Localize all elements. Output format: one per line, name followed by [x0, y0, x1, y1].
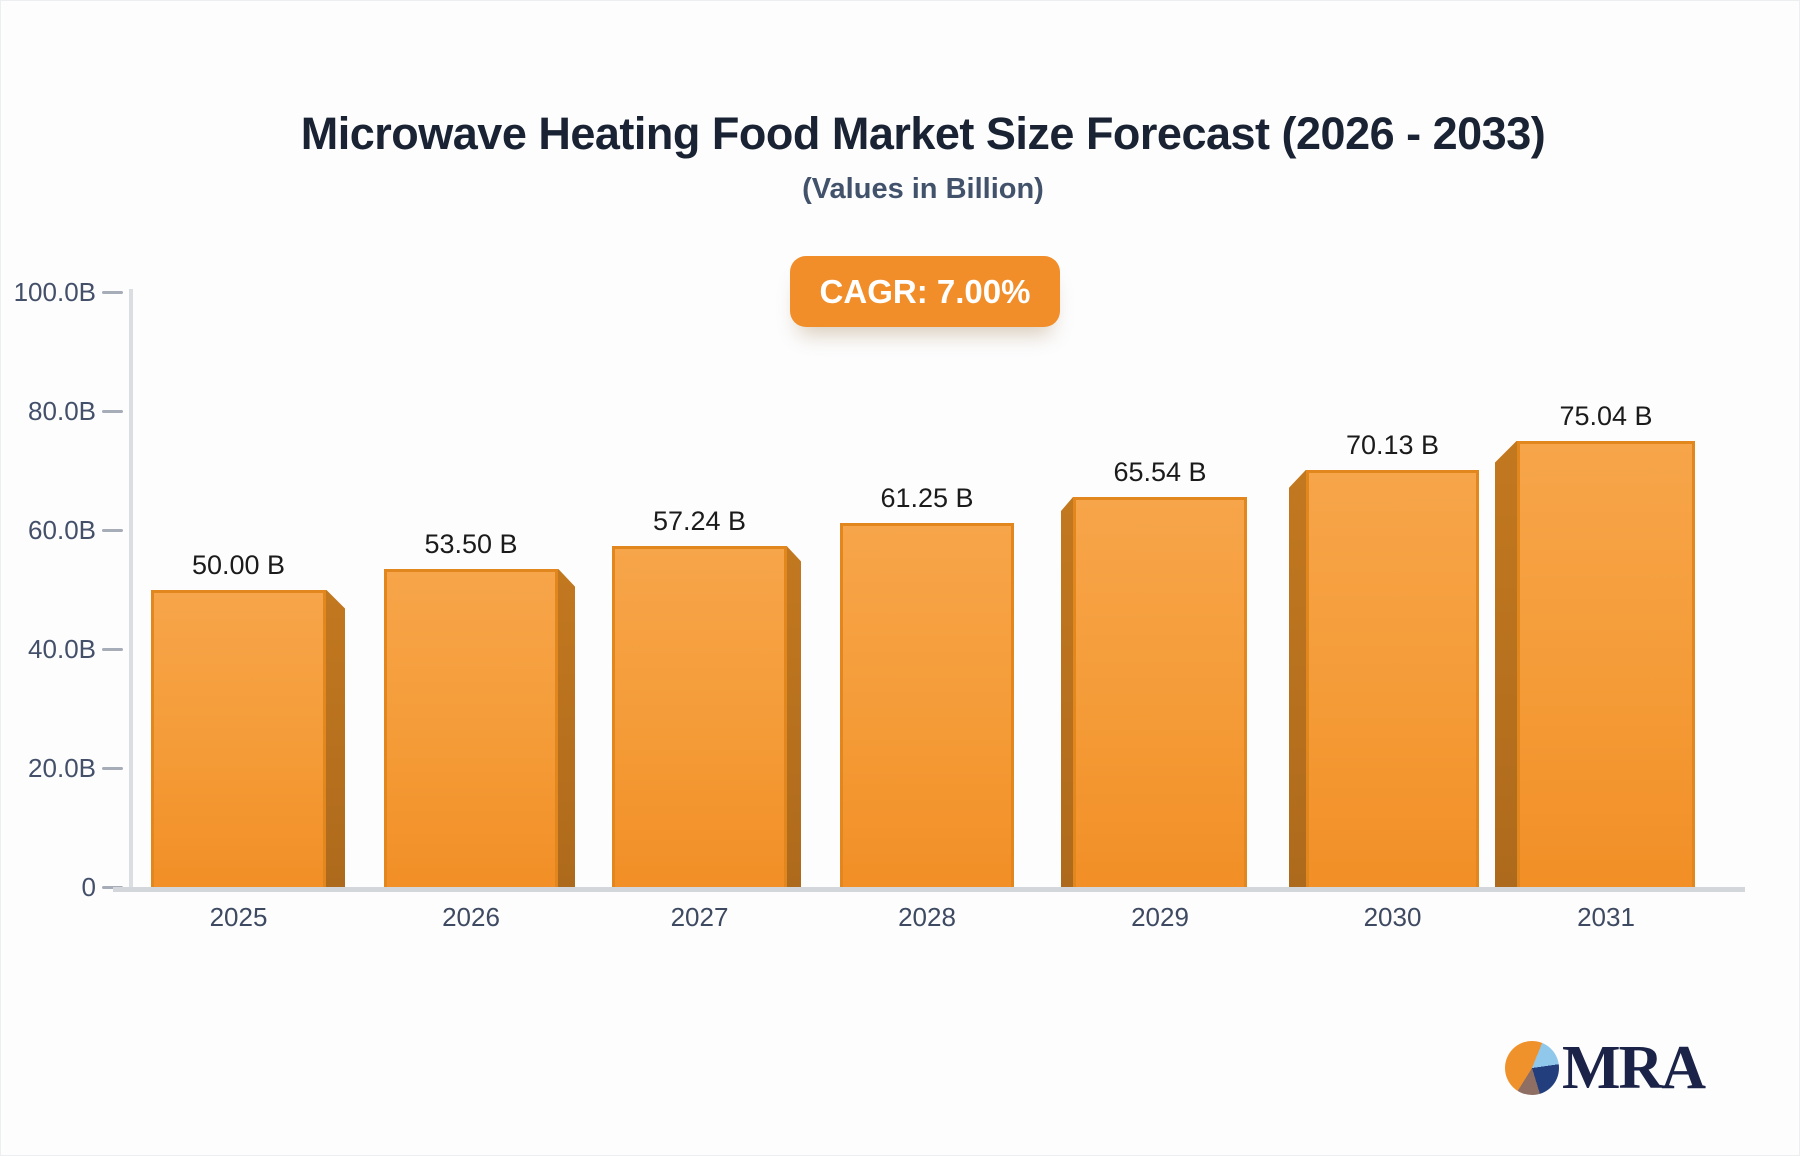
brand-logo: MRA	[1505, 1034, 1706, 1102]
bar[interactable]	[612, 546, 787, 887]
bar-3d-side	[1289, 469, 1306, 887]
y-axis-tick-label: 20.0B	[28, 753, 96, 783]
y-axis-line	[129, 289, 133, 889]
x-axis-category-label: 2027	[670, 902, 729, 932]
x-axis-category-label: 2031	[1577, 902, 1635, 932]
x-axis-baseline	[113, 887, 1745, 892]
x-axis-category-label: 2029	[1131, 902, 1189, 932]
x-axis-category-label: 2025	[209, 902, 268, 932]
x-axis-category-label: 2030	[1363, 902, 1422, 932]
y-axis-tick-label: 100.0B	[13, 277, 96, 307]
bar-value-label: 57.24 B	[652, 506, 747, 537]
bar[interactable]	[1306, 469, 1479, 887]
y-axis-tick-label: 40.0B	[28, 634, 96, 664]
bar-3d-side	[1495, 440, 1517, 887]
bar-value-label: 53.50 B	[424, 528, 518, 559]
y-axis-tick-mark	[102, 529, 123, 532]
pie-chart-logo-icon	[1505, 1041, 1559, 1095]
bar[interactable]	[151, 589, 326, 887]
bar[interactable]	[384, 568, 558, 887]
bar-value-label: 70.13 B	[1345, 429, 1440, 460]
bar-3d-side	[787, 546, 801, 887]
brand-logo-text: MRA	[1562, 1034, 1706, 1102]
bar[interactable]	[840, 522, 1014, 887]
y-axis-tick-mark	[102, 767, 123, 770]
bar-3d-side	[326, 589, 345, 887]
y-axis-tick-label: 60.0B	[28, 515, 96, 545]
y-axis-tick-mark	[102, 291, 123, 294]
bar-value-label: 75.04 B	[1559, 400, 1653, 431]
cagr-badge: CAGR: 7.00%	[790, 256, 1060, 327]
y-axis-tick-mark	[102, 410, 123, 413]
bar-value-label: 65.54 B	[1113, 457, 1207, 488]
bar[interactable]	[1073, 497, 1247, 887]
y-axis-tick-mark	[102, 886, 123, 889]
bar-3d-side	[1061, 497, 1073, 887]
bar[interactable]	[1517, 440, 1695, 887]
chart-title: Microwave Heating Food Market Size Forec…	[300, 108, 1546, 159]
y-axis-tick-mark	[102, 648, 123, 651]
bar-3d-side	[558, 568, 575, 887]
bar-value-label: 61.25 B	[880, 482, 974, 513]
y-axis-tick-label: 0	[81, 872, 96, 902]
y-axis-tick-label: 80.0B	[28, 396, 96, 426]
chart-subtitle: (Values in Billion)	[802, 173, 1044, 205]
bar-value-label: 50.00 B	[191, 549, 286, 580]
x-axis-category-label: 2028	[898, 902, 956, 932]
x-axis-category-label: 2026	[442, 902, 500, 932]
